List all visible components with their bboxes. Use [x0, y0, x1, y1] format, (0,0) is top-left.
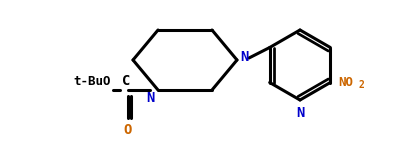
Text: N: N — [147, 91, 155, 105]
Text: N: N — [296, 106, 304, 120]
Text: C: C — [122, 74, 130, 88]
Text: NO: NO — [338, 76, 353, 89]
Text: t-BuO: t-BuO — [73, 75, 111, 88]
Text: O: O — [124, 123, 132, 137]
Text: N: N — [240, 50, 248, 64]
Text: 2: 2 — [358, 81, 364, 90]
